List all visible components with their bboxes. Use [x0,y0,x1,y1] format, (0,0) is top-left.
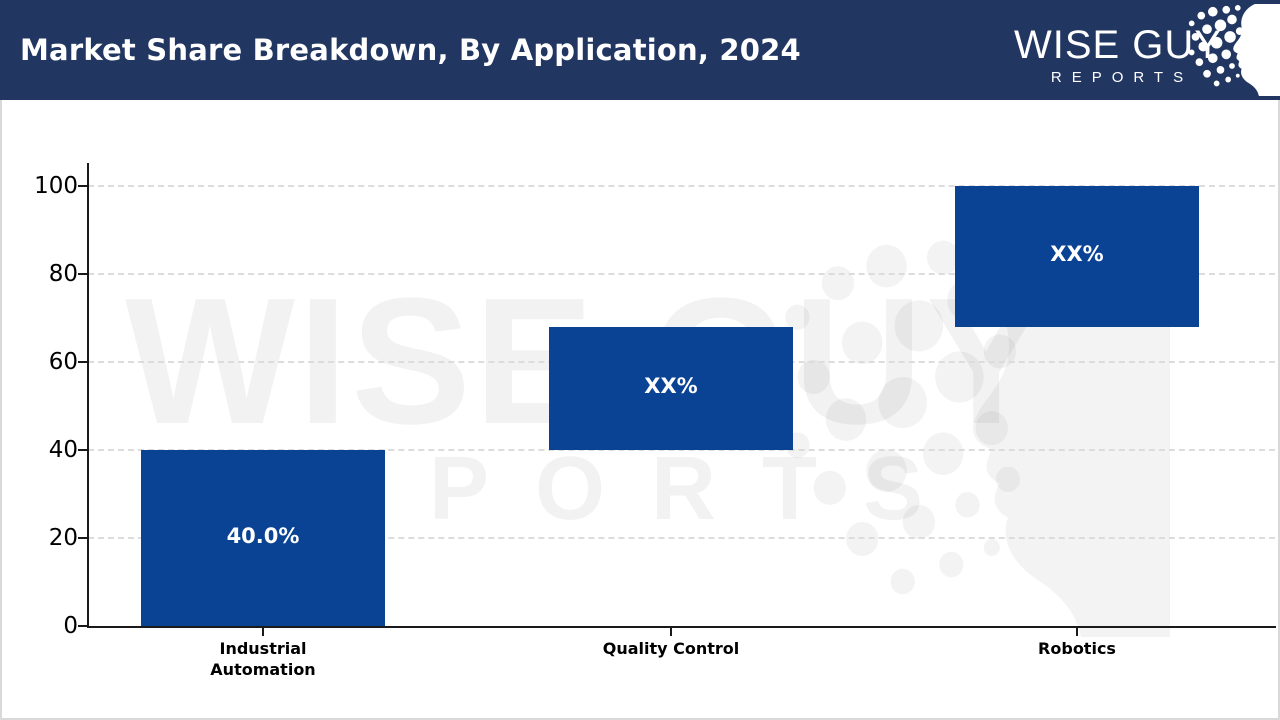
x-tick-label: Quality Control [602,639,740,658]
y-axis-line [87,163,89,628]
wiseguy-logo: WISE GUY REPORTS [1014,0,1280,100]
logo-wordmark: WISE GUY [1013,23,1222,67]
gridline-80 [88,273,1275,275]
y-tick-label: 100 [34,173,78,199]
y-tick [78,273,88,275]
x-tick-label: Robotics [1038,639,1116,658]
y-tick-label: 20 [48,525,78,551]
bar-1 [549,326,793,450]
bar-2 [955,186,1199,327]
y-tick [78,625,88,627]
x-axis-line [87,626,1276,628]
logo-subtext: REPORTS [1050,69,1194,86]
x-tick [1076,628,1078,636]
logo-text: WISE GUY REPORTS [1014,25,1222,85]
y-tick-label: 0 [63,613,78,639]
gridline-40 [88,449,1275,451]
y-tick [78,361,88,363]
bar-0 [141,450,385,626]
bar-value-label: XX% [644,374,698,399]
bar-value-label: 40.0% [226,524,300,548]
y-tick [78,537,88,539]
chart-title: Market Share Breakdown, By Application, … [20,33,801,67]
x-tick [670,628,672,636]
x-tick [262,628,264,636]
y-tick-label: 80 [48,261,78,287]
x-tick-label: Industrial Automation [210,639,316,679]
logo-face-icon [1188,4,1280,96]
gridline-100 [88,185,1275,187]
y-tick [78,449,88,451]
header: Market Share Breakdown, By Application, … [0,0,1280,100]
y-tick-label: 60 [48,349,78,375]
y-tick-label: 40 [48,437,78,463]
gridline-20 [88,537,1275,539]
y-tick [78,185,88,187]
bar-value-label: XX% [1050,242,1104,267]
